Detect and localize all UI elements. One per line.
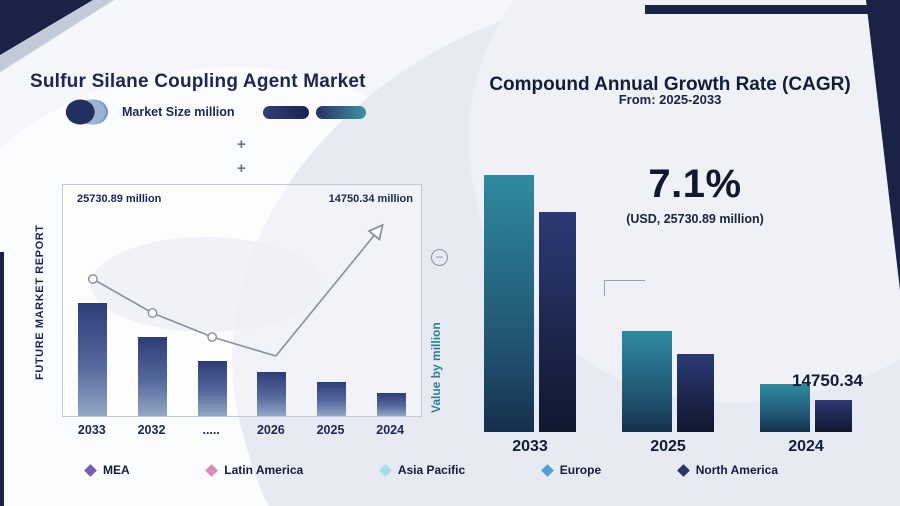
market-size-bar <box>78 303 108 416</box>
trend-rise-arrow <box>275 227 381 357</box>
x-axis-label: 2025 <box>650 438 686 455</box>
left-x-axis: 2033 2032..... 2026 2025 2024 <box>62 423 420 437</box>
bar-slot <box>242 372 302 416</box>
bar-group <box>622 331 714 432</box>
market-size-legend: Market Size million <box>62 95 366 129</box>
bracket-decoration <box>604 280 645 296</box>
value-axis-title: Value by million <box>429 322 443 413</box>
bar-group <box>760 384 852 432</box>
bar-slot <box>63 303 123 416</box>
legend-item: MEA <box>84 463 130 477</box>
trend-marker <box>207 332 218 342</box>
bar-slot <box>361 393 421 416</box>
legend-item: North America <box>676 463 778 477</box>
legend-label: Asia Pacific <box>397 463 466 477</box>
cagr-title: Compound Annual Growth Rate (CAGR) <box>489 73 851 95</box>
cagr-bar-secondary <box>539 212 576 432</box>
diamond-icon <box>84 463 97 477</box>
legend-item: Europe <box>540 463 602 477</box>
cagr-chart <box>480 162 856 432</box>
cagr-note: (USD, 25730.89 million) <box>626 212 764 226</box>
market-size-bar <box>197 361 227 416</box>
legend-item: Latin America <box>205 463 304 477</box>
bar-slot <box>302 382 362 416</box>
market-size-bar <box>257 372 287 416</box>
legend-label: Market Size million <box>122 105 235 119</box>
end-value-label: 14750.34 <box>792 371 863 390</box>
page-title: Sulfur Silane Coupling Agent Market <box>30 70 366 92</box>
x-axis-label: 2025 <box>316 423 345 437</box>
cagr-bar-primary <box>484 175 534 432</box>
plus-decoration-icon: + <box>237 160 246 177</box>
bar-slot <box>123 337 183 416</box>
legend-label: North America <box>695 463 778 477</box>
legend-item: Asia Pacific <box>378 463 466 477</box>
market-size-bar <box>138 337 167 416</box>
cagr-subtitle: From: 2025-2033 <box>618 92 722 107</box>
start-value-annotation: 25730.89 million <box>77 193 162 205</box>
left-edge-strip <box>0 252 4 506</box>
cagr-block: 7.1% (USD, 25730.89 million) <box>575 162 815 226</box>
top-edge-bar <box>645 5 900 14</box>
end-value-annotation: 14750.34 million <box>328 193 413 205</box>
right-x-axis: 2033 2025 2024 <box>480 438 856 456</box>
pill-decoration-teal <box>315 105 366 119</box>
bar-slot <box>182 361 242 416</box>
legend-label: Europe <box>559 463 602 477</box>
legend-label: MEA <box>103 463 130 477</box>
x-axis-label: 2024 <box>376 423 405 437</box>
market-size-bar <box>376 393 406 416</box>
corner-ribbon-topleft <box>0 0 150 95</box>
cagr-value: 7.1% <box>648 162 742 206</box>
x-axis-label: 2024 <box>788 438 824 455</box>
x-axis-label: 2032 <box>137 423 166 437</box>
diamond-icon <box>205 463 219 477</box>
trend-decline-line <box>92 278 277 357</box>
trend-arrow <box>87 185 421 357</box>
circle-minus-icon: – <box>431 249 448 266</box>
cagr-bar-primary <box>622 331 672 432</box>
trend-marker <box>147 308 158 318</box>
trend-marker <box>87 274 98 284</box>
x-axis-label: 2033 <box>512 438 548 455</box>
x-axis-label: ..... <box>202 423 220 437</box>
left-axis-title: FUTURE MARKET REPORT <box>34 224 46 380</box>
pill-decoration-navy <box>262 105 309 119</box>
cloud-decoration <box>91 237 321 332</box>
diamond-icon <box>378 463 392 477</box>
legend-label: Latin America <box>224 463 304 477</box>
bar-group <box>484 175 576 432</box>
cagr-bar-secondary <box>815 400 852 432</box>
cagr-bar-secondary <box>677 354 714 432</box>
diamond-icon <box>540 463 554 477</box>
x-axis-label: 2033 <box>77 423 106 437</box>
trend-markers <box>87 274 218 342</box>
market-size-bars <box>63 185 421 416</box>
market-size-cylinder-icon <box>65 99 109 125</box>
x-axis-label: 2026 <box>256 423 285 437</box>
market-size-bar <box>317 382 347 416</box>
market-size-chart: 25730.89 million 14750.34 million <box>62 184 422 417</box>
cagr-bar-primary <box>760 384 810 432</box>
plus-decoration-icon: + <box>237 136 246 153</box>
region-legend: MEA Latin America Asia Pacific Europe North … <box>84 463 778 477</box>
diamond-icon <box>676 463 690 477</box>
